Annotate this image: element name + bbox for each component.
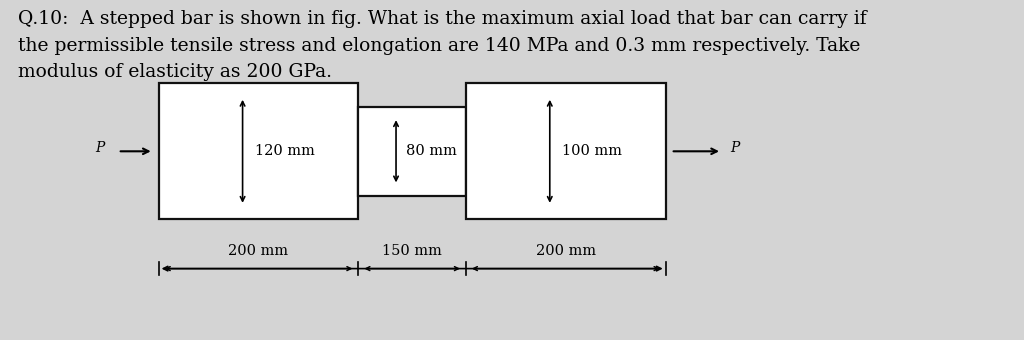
Bar [466,83,666,219]
Text: Q.10:  A stepped bar is shown in fig. What is the maximum axial load that bar ca: Q.10: A stepped bar is shown in fig. Wha… [18,10,867,81]
Text: 200 mm: 200 mm [536,244,596,258]
Text: 120 mm: 120 mm [255,144,314,158]
Text: 100 mm: 100 mm [562,144,622,158]
Text: 150 mm: 150 mm [382,244,442,258]
Text: 80 mm: 80 mm [407,144,457,158]
Text: P: P [730,141,740,155]
Bar [159,83,358,219]
Text: P: P [95,141,105,155]
Text: 200 mm: 200 mm [228,244,289,258]
Bar [358,107,466,195]
